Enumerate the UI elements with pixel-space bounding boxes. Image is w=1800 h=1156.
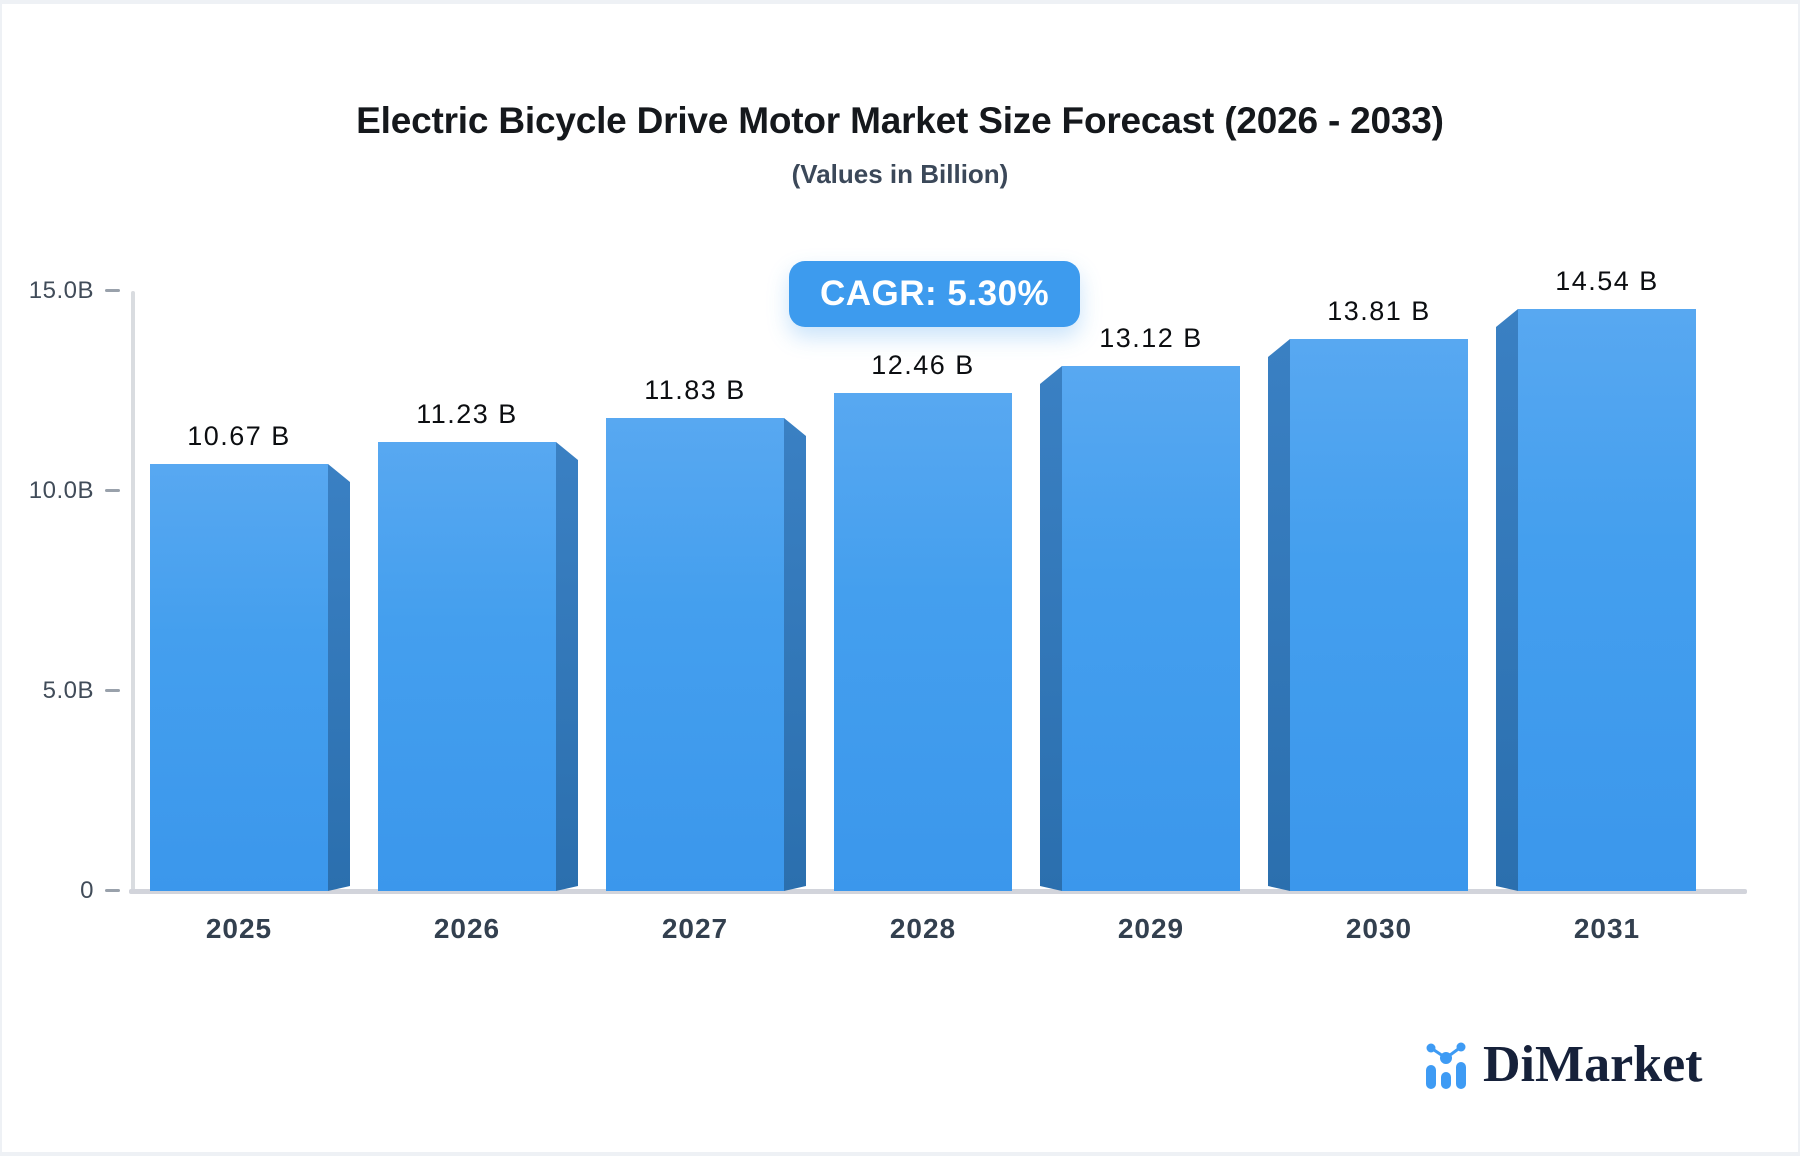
y-axis-line — [131, 291, 135, 893]
bar-value-label: 13.12 B — [1099, 323, 1203, 353]
bar-value-label: 11.23 B — [416, 399, 518, 429]
bar[interactable] — [1290, 339, 1468, 891]
y-axis-tick-label: 10.0B — [28, 477, 94, 504]
y-axis-tick-label: 5.0B — [42, 677, 94, 704]
bar[interactable] — [606, 418, 784, 891]
bar-side-face — [328, 464, 350, 891]
x-axis-label: 2029 — [1117, 913, 1185, 944]
chart-header: Electric Bicycle Drive Motor Market Size… — [2, 4, 1798, 190]
bar-value-label: 12.46 B — [871, 350, 975, 380]
bar-side-face — [784, 418, 806, 891]
chart-title: Electric Bicycle Drive Motor Market Size… — [356, 100, 1444, 141]
bar-value-label: 13.81 B — [1327, 296, 1431, 326]
bar[interactable] — [1062, 366, 1240, 891]
x-axis-label: 2030 — [1345, 913, 1413, 944]
y-axis-tick-label: 0 — [80, 877, 94, 904]
bar-side-face — [1496, 309, 1518, 891]
dimarket-logo-text: DiMarket — [1483, 1036, 1703, 1093]
bar-value-label: 14.54 B — [1555, 266, 1659, 296]
bar-chart-icon — [1426, 1042, 1466, 1089]
bar-side-face — [1040, 366, 1062, 891]
y-axis-tick-label: 15.0B — [28, 277, 94, 304]
bar[interactable] — [378, 442, 556, 891]
bar[interactable] — [150, 464, 328, 891]
bar-chart: 10.67 B 2025 11.23 B 2026 11.83 B 2027 12.46 B… — [2, 4, 1798, 1152]
x-axis-label: 2031 — [1573, 913, 1641, 944]
x-axis-line — [129, 889, 1747, 894]
bar-value-label: 11.83 B — [644, 375, 746, 405]
x-axis-label: 2028 — [889, 913, 957, 944]
bar-side-face — [1268, 339, 1290, 891]
y-axis-tick-mark — [105, 289, 120, 292]
y-axis-tick-mark — [105, 489, 120, 492]
x-axis-label: 2026 — [433, 913, 501, 944]
bar[interactable] — [1518, 309, 1696, 891]
chart-subtitle: (Values in Billion) — [791, 159, 1009, 189]
x-axis-label: 2027 — [661, 913, 729, 944]
bar-side-face — [556, 442, 578, 891]
cagr-badge: CAGR: 5.30% — [789, 261, 1081, 327]
y-axis-tick-mark — [105, 689, 120, 692]
y-axis-tick-mark — [105, 889, 120, 892]
bar-value-label: 10.67 B — [187, 421, 291, 451]
chart-card: Electric Bicycle Drive Motor Market Size… — [2, 4, 1798, 1152]
dimarket-logo[interactable]: DiMarket — [1426, 1038, 1702, 1092]
x-axis-label: 2025 — [205, 913, 273, 944]
bar[interactable] — [834, 393, 1012, 891]
